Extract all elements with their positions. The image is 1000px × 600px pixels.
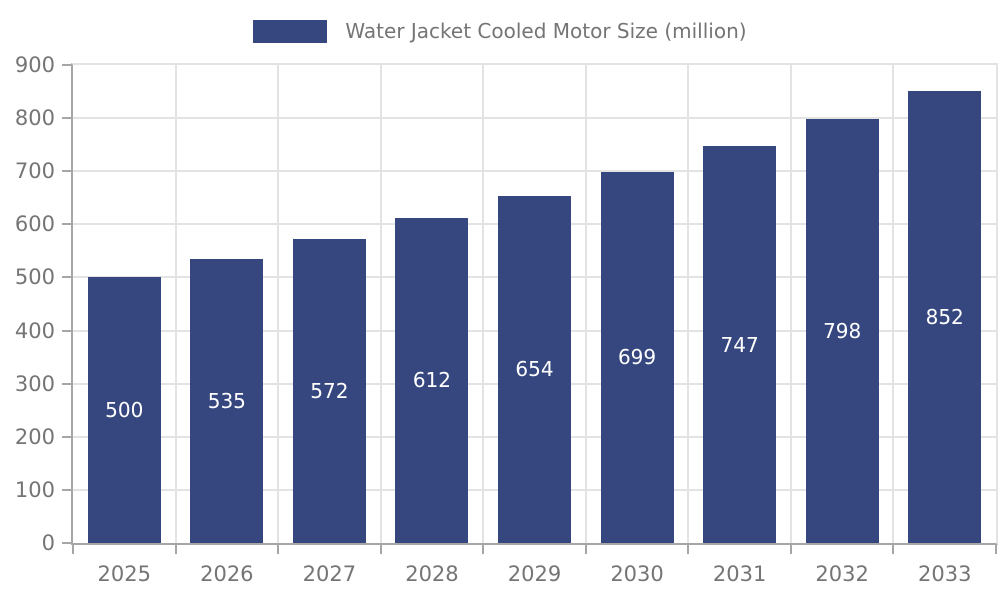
gridline-vertical: [482, 65, 485, 543]
legend: Water Jacket Cooled Motor Size (million): [0, 19, 1000, 43]
x-axis-tick-label: 2032: [815, 562, 869, 586]
x-axis-tick-label: 2030: [610, 562, 664, 586]
y-axis-tick: [62, 382, 71, 385]
y-axis-tick: [62, 276, 71, 279]
x-axis-tick: [174, 545, 177, 554]
gridline-vertical: [584, 65, 587, 543]
gridline-vertical: [174, 65, 177, 543]
x-axis-tick: [584, 545, 587, 554]
x-axis-tick-label: 2029: [507, 562, 562, 586]
x-axis-tick: [892, 545, 895, 554]
legend-label: Water Jacket Cooled Motor Size (million): [345, 19, 747, 43]
legend-swatch: [253, 19, 328, 43]
bar-2027: 572: [292, 239, 366, 543]
x-axis-tick: [277, 545, 280, 554]
y-axis-tick-label: 200: [14, 424, 55, 449]
y-axis-tick: [62, 170, 71, 173]
plot-area: 0 100 200 300 400 500 600 700 800 900 500 2025 535 20…: [15, 53, 998, 586]
bar-value-label: 654: [515, 357, 554, 382]
y-axis-tick: [62, 488, 71, 491]
gridline-vertical: [892, 65, 895, 543]
x-axis-tick: [482, 545, 485, 554]
y-axis-tick: [62, 117, 71, 120]
bar-value-label: 852: [925, 304, 964, 329]
bar-2030: 699: [600, 171, 674, 543]
bar-2025: 500: [87, 277, 161, 543]
x-axis-tick: [687, 545, 690, 554]
y-axis-tick-label: 0: [41, 531, 55, 555]
gridline-horizontal: [73, 117, 996, 120]
bar-2031: 747: [703, 146, 777, 543]
bar-2029: 654: [497, 195, 571, 543]
bar-value-label: 798: [823, 319, 862, 344]
x-axis-tick-label: 2031: [712, 562, 767, 586]
x-axis-tick: [72, 545, 74, 554]
bar-value-label: 612: [412, 368, 452, 393]
x-axis-tick-label: 2033: [917, 562, 972, 586]
bar-2033: 852: [908, 90, 982, 543]
gridline-vertical: [789, 65, 792, 543]
y-axis-tick-label: 500: [14, 265, 55, 290]
y-axis-tick: [62, 64, 71, 66]
y-axis-tick: [62, 542, 71, 544]
y-axis-tick: [62, 329, 71, 332]
y-axis-tick-label: 900: [14, 53, 55, 77]
x-axis-tick: [995, 545, 997, 554]
y-axis-tick: [62, 435, 71, 438]
bar-2032: 798: [805, 119, 879, 543]
gridline-vertical: [687, 65, 690, 543]
gridline-vertical: [379, 65, 382, 543]
y-axis-tick-label: 400: [14, 318, 55, 343]
y-axis-tick-label: 300: [14, 371, 55, 396]
x-axis-tick: [379, 545, 382, 554]
x-axis-tick-label: 2025: [97, 562, 151, 586]
y-axis-tick-label: 700: [14, 159, 55, 184]
y-axis-tick: [62, 223, 71, 226]
bar-value-label: 572: [310, 379, 349, 404]
y-axis-tick-label: 100: [14, 477, 55, 502]
x-axis-tick: [789, 545, 792, 554]
gridline-vertical: [277, 65, 280, 543]
y-axis-tick-label: 800: [14, 106, 55, 131]
bar-value-label: 747: [720, 332, 759, 357]
x-axis-tick-label: 2026: [200, 562, 254, 586]
bar-value-label: 500: [105, 398, 144, 423]
bar-value-label: 699: [617, 345, 657, 370]
bar-2026: 535: [190, 258, 264, 543]
x-axis-tick-label: 2028: [405, 562, 459, 586]
bar-2028: 612: [395, 217, 469, 543]
gridline-horizontal: [73, 170, 996, 173]
x-axis-tick-label: 2027: [302, 562, 357, 586]
y-axis-tick-label: 600: [14, 212, 55, 237]
bar-value-label: 535: [207, 388, 246, 413]
